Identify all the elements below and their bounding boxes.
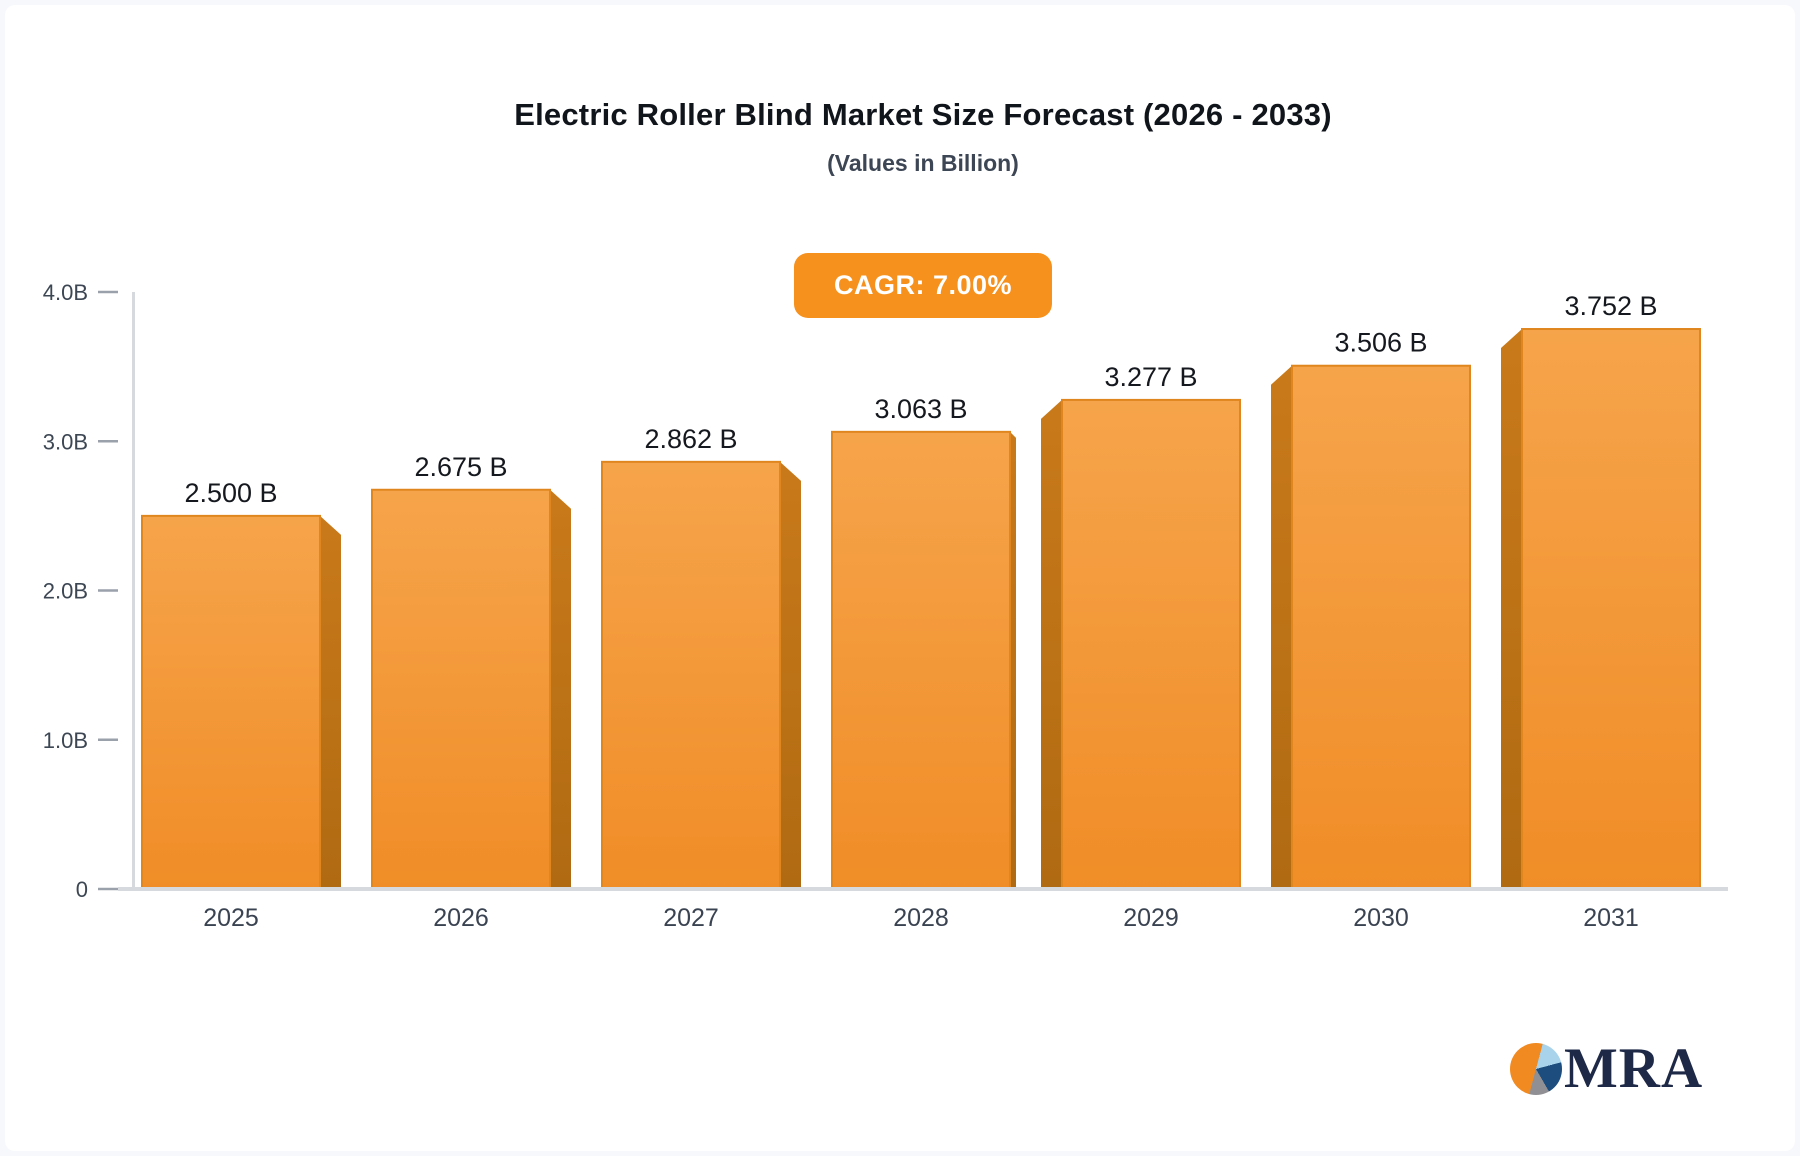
x-axis-label: 2027 — [663, 904, 719, 932]
chart-header: Electric Roller Blind Market Size Foreca… — [514, 97, 1332, 177]
bar-side-face — [1041, 399, 1062, 889]
chart-card: 0 1.0B 2.0B 3.0B 4.0B 2.500 B 2025 2.675 B 2026… — [5, 5, 1795, 1151]
bar-2030[interactable] — [1291, 364, 1471, 890]
bars-layer — [141, 328, 1701, 891]
bar-chart-canvas: 0 1.0B 2.0B 3.0B 4.0B 2.500 B 2025 2.675 B 2026… — [43, 280, 1728, 932]
x-axis-label: 2025 — [203, 904, 259, 932]
x-axis-label: 2029 — [1123, 904, 1179, 932]
bar-side-face — [1501, 329, 1522, 889]
x-axis-label: 2030 — [1353, 904, 1409, 932]
bar-2027[interactable] — [601, 460, 781, 890]
bar-value-label: 3.506 B — [1334, 328, 1427, 358]
brand-logo: MRA — [1510, 1040, 1703, 1097]
bar-group — [371, 488, 571, 890]
y-axis-label: 2.0B — [43, 579, 88, 604]
bar-value-label: 2.862 B — [644, 424, 737, 454]
bar-group — [1041, 398, 1241, 890]
bar-group — [141, 514, 341, 890]
x-axis-label: 2026 — [433, 904, 489, 932]
bar-group — [831, 430, 1016, 890]
x-axis-label: 2031 — [1583, 904, 1639, 932]
x-axis-label: 2028 — [893, 904, 949, 932]
bar-side-face — [320, 515, 341, 889]
bar-value-label: 3.277 B — [1104, 362, 1197, 392]
bar-value-label: 3.063 B — [874, 394, 967, 424]
bar-2025[interactable] — [141, 514, 321, 890]
bar-group — [601, 460, 801, 890]
chart-title: Electric Roller Blind Market Size Foreca… — [514, 97, 1332, 132]
bar-2026[interactable] — [371, 488, 551, 890]
axis-layer: 0 1.0B 2.0B 3.0B 4.0B — [43, 280, 1728, 902]
bar-group — [1271, 364, 1471, 890]
y-axis-label: 4.0B — [43, 280, 88, 305]
bar-group — [1501, 328, 1701, 891]
labels-layer: 2.500 B 2025 2.675 B 2026 2.862 B 2027 3.063 B… — [184, 291, 1657, 932]
bar-side-face — [780, 461, 801, 889]
y-axis-label: 1.0B — [43, 728, 88, 753]
cagr-badge: CAGR: 7.00% — [793, 253, 1053, 318]
bar-side-face — [1010, 431, 1016, 889]
bar-value-label: 3.752 B — [1564, 291, 1657, 321]
pie-chart-logo-icon — [1510, 1042, 1562, 1095]
bar-2031[interactable] — [1521, 328, 1701, 891]
bar-side-face — [550, 489, 571, 889]
bar-value-label: 2.675 B — [414, 452, 507, 482]
y-axis-label: 3.0B — [43, 429, 88, 454]
bar-side-face — [1271, 365, 1292, 889]
bar-2029[interactable] — [1061, 398, 1241, 890]
brand-logo-text: MRA — [1564, 1037, 1704, 1100]
chart-subtitle: (Values in Billion) — [827, 150, 1019, 176]
bar-2028[interactable] — [831, 430, 1011, 890]
y-axis-label: 0 — [76, 877, 88, 902]
bar-value-label: 2.500 B — [184, 478, 277, 508]
